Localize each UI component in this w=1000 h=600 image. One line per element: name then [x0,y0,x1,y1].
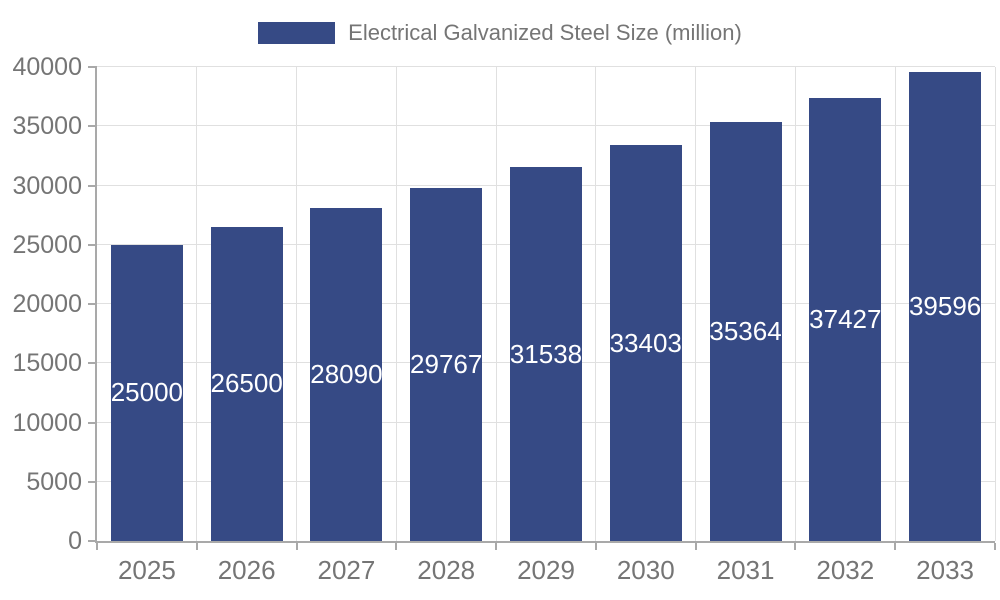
y-tick [88,125,97,128]
y-tick-label: 10000 [12,408,82,437]
x-gridline [196,67,198,541]
bar [709,121,782,541]
x-tick [96,543,98,550]
y-tick-label: 30000 [12,171,82,200]
legend-swatch [258,22,336,44]
x-tick [594,543,597,550]
y-tick [88,540,97,542]
bar [809,97,882,541]
x-gridline [495,67,497,541]
plot-area: 0 5000 10000 15000 20000 25000 30000 35000 40000… [12,53,996,585]
y-tick [88,303,97,305]
x-tick [694,543,697,550]
y-gridline [97,66,995,67]
y-tick [88,184,97,187]
y-gridline [97,125,995,127]
y-tick [88,243,97,246]
x-gridline [395,67,397,541]
y-tick-label: 20000 [12,290,82,318]
x-tick-label: 2030 [616,555,675,585]
bar [909,71,982,541]
x-tick [395,543,398,550]
bar [310,208,383,541]
x-gridline [296,67,298,541]
y-tick-label: 25000 [12,230,82,259]
bar-value-label: 28090 [310,359,383,390]
x-tick [794,543,797,550]
x-gridline [894,67,896,541]
bar-value-label: 31538 [509,338,583,369]
x-tick [295,543,298,550]
x-tick [994,543,996,550]
legend-item[interactable]: Electrical Galvanized Steel Size (millio… [258,21,742,45]
bar-value-label: 29767 [410,349,483,380]
x-tick-label: 2028 [417,555,476,585]
legend: Electrical Galvanized Steel Size (millio… [0,21,1000,45]
x-tick-label: 2032 [816,555,875,585]
x-tick-label: 2025 [117,555,176,585]
y-tick [88,421,97,424]
bar [410,188,483,541]
x-tick-label: 2033 [916,555,975,585]
bar [609,145,682,541]
x-gridline [595,67,597,541]
x-tick-label: 2029 [517,555,575,585]
x-gridline [794,67,796,541]
bar-value-label: 26500 [210,368,283,399]
y-tick-label: 5000 [26,467,82,496]
y-tick-label: 35000 [12,112,82,141]
x-tick [894,543,897,550]
y-tick-label: 0 [68,527,82,555]
bar [510,167,582,541]
bar-value-label: 25000 [110,377,184,408]
bar-value-label: 37427 [809,303,882,334]
bar-value-label: 33403 [609,327,682,358]
y-tick-label: 40000 [12,53,82,81]
legend-label: Electrical Galvanized Steel Size (millio… [348,20,742,45]
x-gridline [994,67,996,541]
y-tick-label: 15000 [12,349,82,378]
x-tick [195,543,198,550]
y-tick [88,480,97,483]
bar [110,244,183,541]
x-tick-label: 2031 [716,555,775,585]
bar [210,226,283,541]
bar-value-label: 35364 [709,315,782,346]
y-tick [88,362,97,365]
x-tick-label: 2026 [217,555,276,585]
x-gridline [695,67,697,541]
bar-value-label: 39596 [908,290,982,321]
x-tick-label: 2027 [317,555,376,585]
x-tick [495,543,498,550]
y-tick [88,66,97,68]
